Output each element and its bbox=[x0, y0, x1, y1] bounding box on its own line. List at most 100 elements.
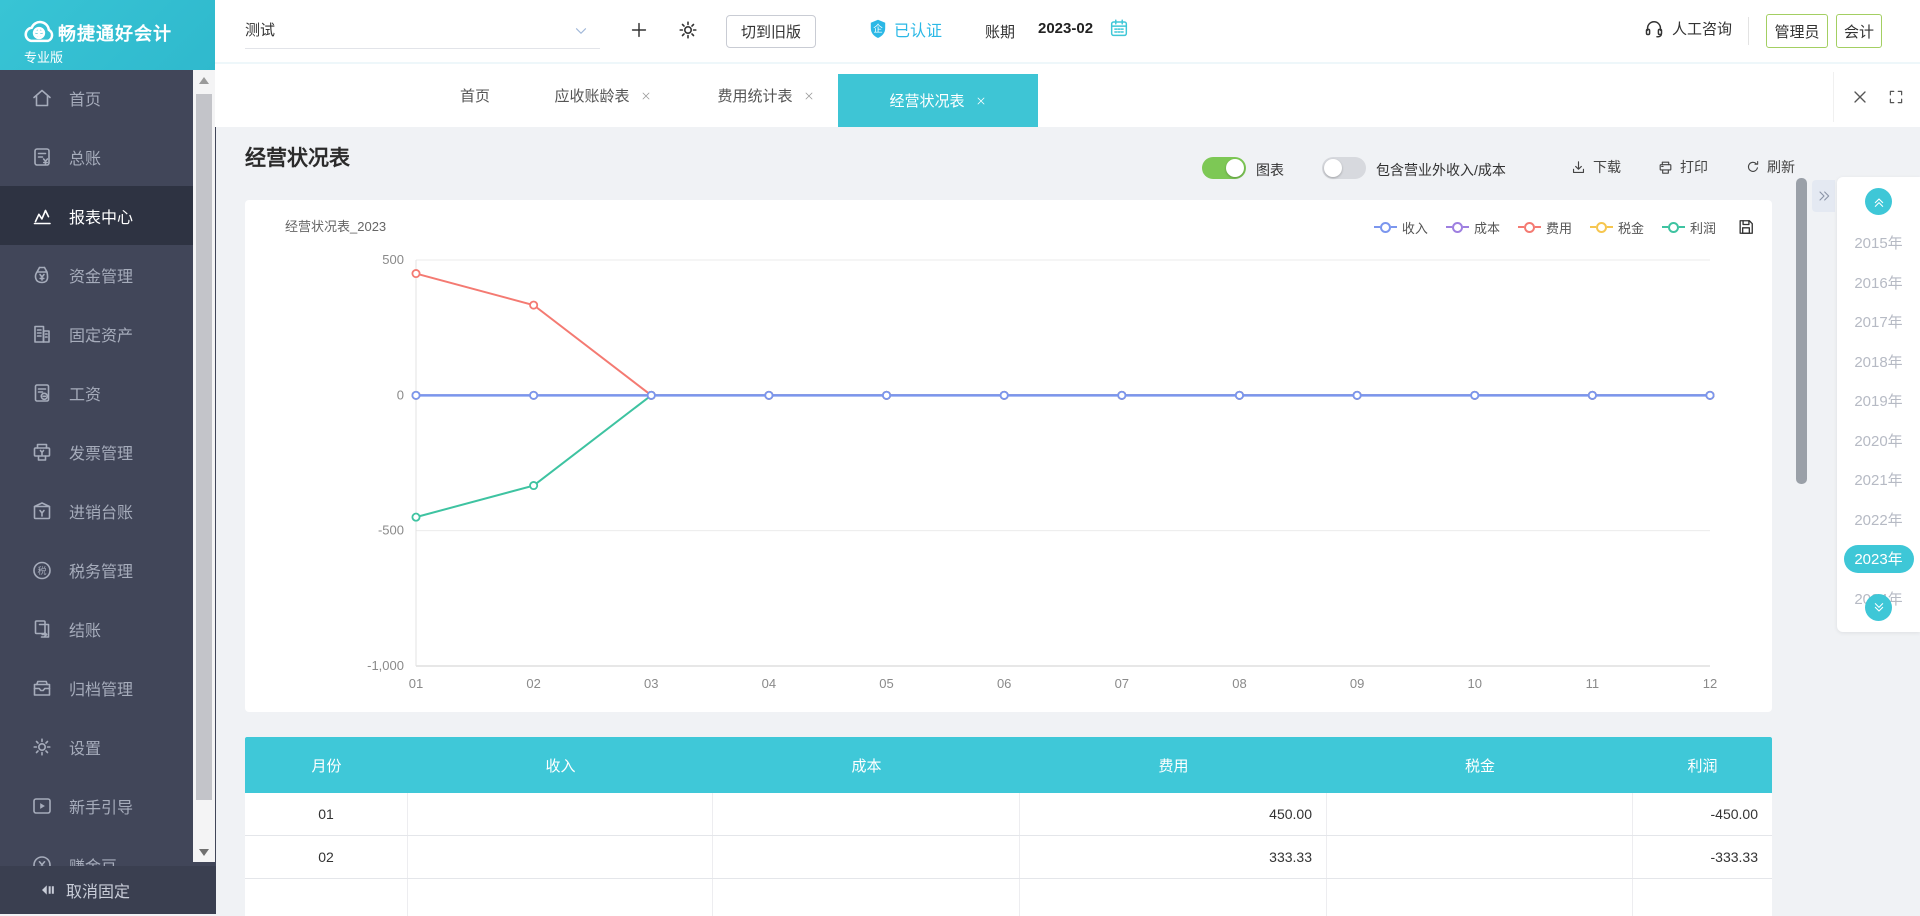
certified-badge[interactable]: 企 已认证 bbox=[866, 17, 942, 41]
legend-item-利润[interactable]: 利润 bbox=[1661, 218, 1716, 237]
svg-text:03: 03 bbox=[644, 676, 658, 691]
tab-close-icon[interactable] bbox=[640, 90, 652, 102]
sidebar-item-archive[interactable]: 归档管理 bbox=[0, 658, 193, 717]
legend-label: 利润 bbox=[1689, 220, 1716, 236]
double-chevron-down-icon bbox=[1871, 600, 1887, 616]
download-button[interactable]: 下载 bbox=[1570, 157, 1621, 177]
legend-marker bbox=[1661, 221, 1685, 233]
period-label: 账期 bbox=[985, 24, 1016, 41]
sidebar-item-label: 新手引导 bbox=[69, 799, 134, 817]
sidebar-item-gear[interactable]: 设置 bbox=[0, 717, 193, 776]
tab-4[interactable]: 经营状况表 bbox=[838, 74, 1038, 127]
year-item-2022[interactable]: 2022年 bbox=[1854, 511, 1903, 529]
scroll-up-arrow[interactable] bbox=[193, 72, 215, 88]
role-accountant-button[interactable]: 会计 bbox=[1836, 14, 1882, 48]
chevron-down-icon[interactable] bbox=[572, 22, 590, 40]
sidebar-item-play[interactable]: 新手引导 bbox=[0, 776, 193, 835]
legend-label: 税金 bbox=[1617, 220, 1644, 236]
tab-actions bbox=[1833, 72, 1920, 122]
table-row-partial bbox=[245, 879, 1772, 916]
sidebar-item-coin[interactable]: 赚金豆 bbox=[0, 835, 193, 866]
column-header-月份: 月份 bbox=[311, 757, 342, 775]
year-scroll-up-button[interactable] bbox=[1865, 188, 1892, 215]
sidebar-item-invoice[interactable]: 发票管理 bbox=[0, 422, 193, 481]
year-item-2019[interactable]: 2019年 bbox=[1854, 393, 1903, 411]
year-item-2020[interactable]: 2020年 bbox=[1854, 432, 1903, 450]
legend-marker bbox=[1589, 221, 1613, 233]
inventory-icon bbox=[30, 499, 54, 523]
sidebar-item-payroll[interactable]: 工资 bbox=[0, 363, 193, 422]
legend-item-费用[interactable]: 费用 bbox=[1517, 218, 1572, 237]
year-list: 2015年 2016年 2017年 2018年 2019年 2020年 2021年 2022年… bbox=[1837, 223, 1920, 618]
calendar-icon[interactable] bbox=[1108, 17, 1130, 39]
fullscreen-icon[interactable] bbox=[1887, 88, 1905, 106]
table-row: 02 333.33 -333.33 bbox=[245, 836, 1772, 879]
year-item-2018[interactable]: 2018年 bbox=[1854, 353, 1903, 371]
settings-gear-icon[interactable] bbox=[676, 18, 700, 42]
sidebar-scroll-thumb[interactable] bbox=[196, 94, 212, 800]
table-cell: 333.33 bbox=[1020, 836, 1327, 878]
legend-item-税金[interactable]: 税金 bbox=[1589, 218, 1644, 237]
table-cell: 450.00 bbox=[1020, 793, 1327, 835]
support-button[interactable]: 人工咨询 bbox=[1643, 17, 1732, 39]
sidebar-item-label: 工资 bbox=[69, 386, 102, 404]
tab-close-icon[interactable] bbox=[803, 90, 815, 102]
scroll-down-arrow[interactable] bbox=[193, 844, 215, 860]
legend-item-收入[interactable]: 收入 bbox=[1373, 218, 1428, 237]
sidebar-item-ledger[interactable]: 总账 bbox=[0, 127, 193, 186]
content-scroll-thumb[interactable] bbox=[1796, 178, 1807, 484]
year-item-2015[interactable]: 2015年 bbox=[1854, 235, 1903, 253]
chart-view-toggle[interactable] bbox=[1202, 157, 1246, 179]
collapse-year-panel-handle[interactable] bbox=[1812, 180, 1835, 212]
year-item-2023[interactable]: 2023年 bbox=[1837, 539, 1920, 579]
save-chart-icon[interactable] bbox=[1736, 217, 1756, 237]
year-scroll-down-button[interactable] bbox=[1865, 594, 1892, 621]
legend-marker bbox=[1373, 221, 1397, 233]
sidebar-item-home[interactable]: 首页 bbox=[0, 68, 193, 127]
tab-2[interactable]: 应收账龄表 bbox=[530, 64, 676, 127]
sidebar-item-label: 发票管理 bbox=[69, 445, 134, 463]
table-cell bbox=[408, 793, 713, 835]
funds-icon bbox=[30, 263, 54, 287]
role-admin-button[interactable]: 管理员 bbox=[1766, 14, 1828, 48]
sidebar-menu: 首页 总账 报表中心资金管理固定资产工资发票管理进销台账税 税务管理 结账 归档管理 设置新… bbox=[0, 68, 193, 866]
sidebar: 畅捷通好会计 专业版 首页 总账 报表中心 资金管理 固定资产 工资 发票管理 进销台账税 税务… bbox=[0, 0, 216, 914]
close-all-tabs-icon[interactable] bbox=[1850, 87, 1870, 107]
unpin-sidebar-button[interactable]: 取消固定 bbox=[0, 866, 216, 914]
tab-1[interactable]: 首页 bbox=[440, 64, 510, 127]
tab-bar: 首页 应收账龄表 费用统计表 经营状况表 bbox=[215, 62, 1920, 127]
table-cell: 02 bbox=[245, 836, 408, 878]
period-value[interactable]: 2023-02 bbox=[1038, 20, 1094, 37]
tab-label: 应收账龄表 bbox=[554, 88, 630, 105]
sidebar-item-funds[interactable]: 资金管理 bbox=[0, 245, 193, 304]
sidebar-item-closing[interactable]: 结账 bbox=[0, 599, 193, 658]
download-icon bbox=[1570, 159, 1587, 176]
sidebar-item-label: 资金管理 bbox=[69, 268, 134, 286]
sidebar-item-report[interactable]: 报表中心 bbox=[0, 186, 193, 245]
year-item-2021[interactable]: 2021年 bbox=[1854, 472, 1903, 490]
add-account-button[interactable] bbox=[628, 19, 650, 41]
svg-text:500: 500 bbox=[382, 252, 404, 267]
include-nonoperating-toggle[interactable] bbox=[1322, 157, 1366, 179]
company-underline bbox=[245, 48, 600, 49]
unpin-label: 取消固定 bbox=[66, 884, 131, 901]
tab-close-icon[interactable] bbox=[975, 95, 987, 107]
year-item-2016[interactable]: 2016年 bbox=[1854, 274, 1903, 292]
sidebar-scrollbar[interactable] bbox=[193, 70, 215, 862]
chart-card: 经营状况表_2023 收入 成本 费用 税金 利润 500 0 -500 -1,000 01 02… bbox=[245, 200, 1772, 712]
sidebar-item-inventory[interactable]: 进销台账 bbox=[0, 481, 193, 540]
svg-text:05: 05 bbox=[879, 676, 893, 691]
year-selected-pill: 2023年 bbox=[1843, 544, 1914, 573]
year-item-2017[interactable]: 2017年 bbox=[1854, 314, 1903, 332]
company-selector[interactable]: 测试 bbox=[245, 22, 276, 39]
chart-title: 经营状况表_2023 bbox=[285, 219, 387, 234]
sidebar-item-tax[interactable]: 税 税务管理 bbox=[0, 540, 193, 599]
switch-old-version-button[interactable]: 切到旧版 bbox=[726, 15, 817, 48]
sidebar-item-building[interactable]: 固定资产 bbox=[0, 304, 193, 363]
sidebar-item-label: 进销台账 bbox=[69, 504, 134, 522]
legend-marker bbox=[1517, 221, 1541, 233]
legend-item-成本[interactable]: 成本 bbox=[1445, 218, 1500, 237]
print-button[interactable]: 打印 bbox=[1657, 157, 1708, 177]
refresh-button[interactable]: 刷新 bbox=[1745, 157, 1795, 177]
tab-3[interactable]: 费用统计表 bbox=[693, 64, 839, 127]
